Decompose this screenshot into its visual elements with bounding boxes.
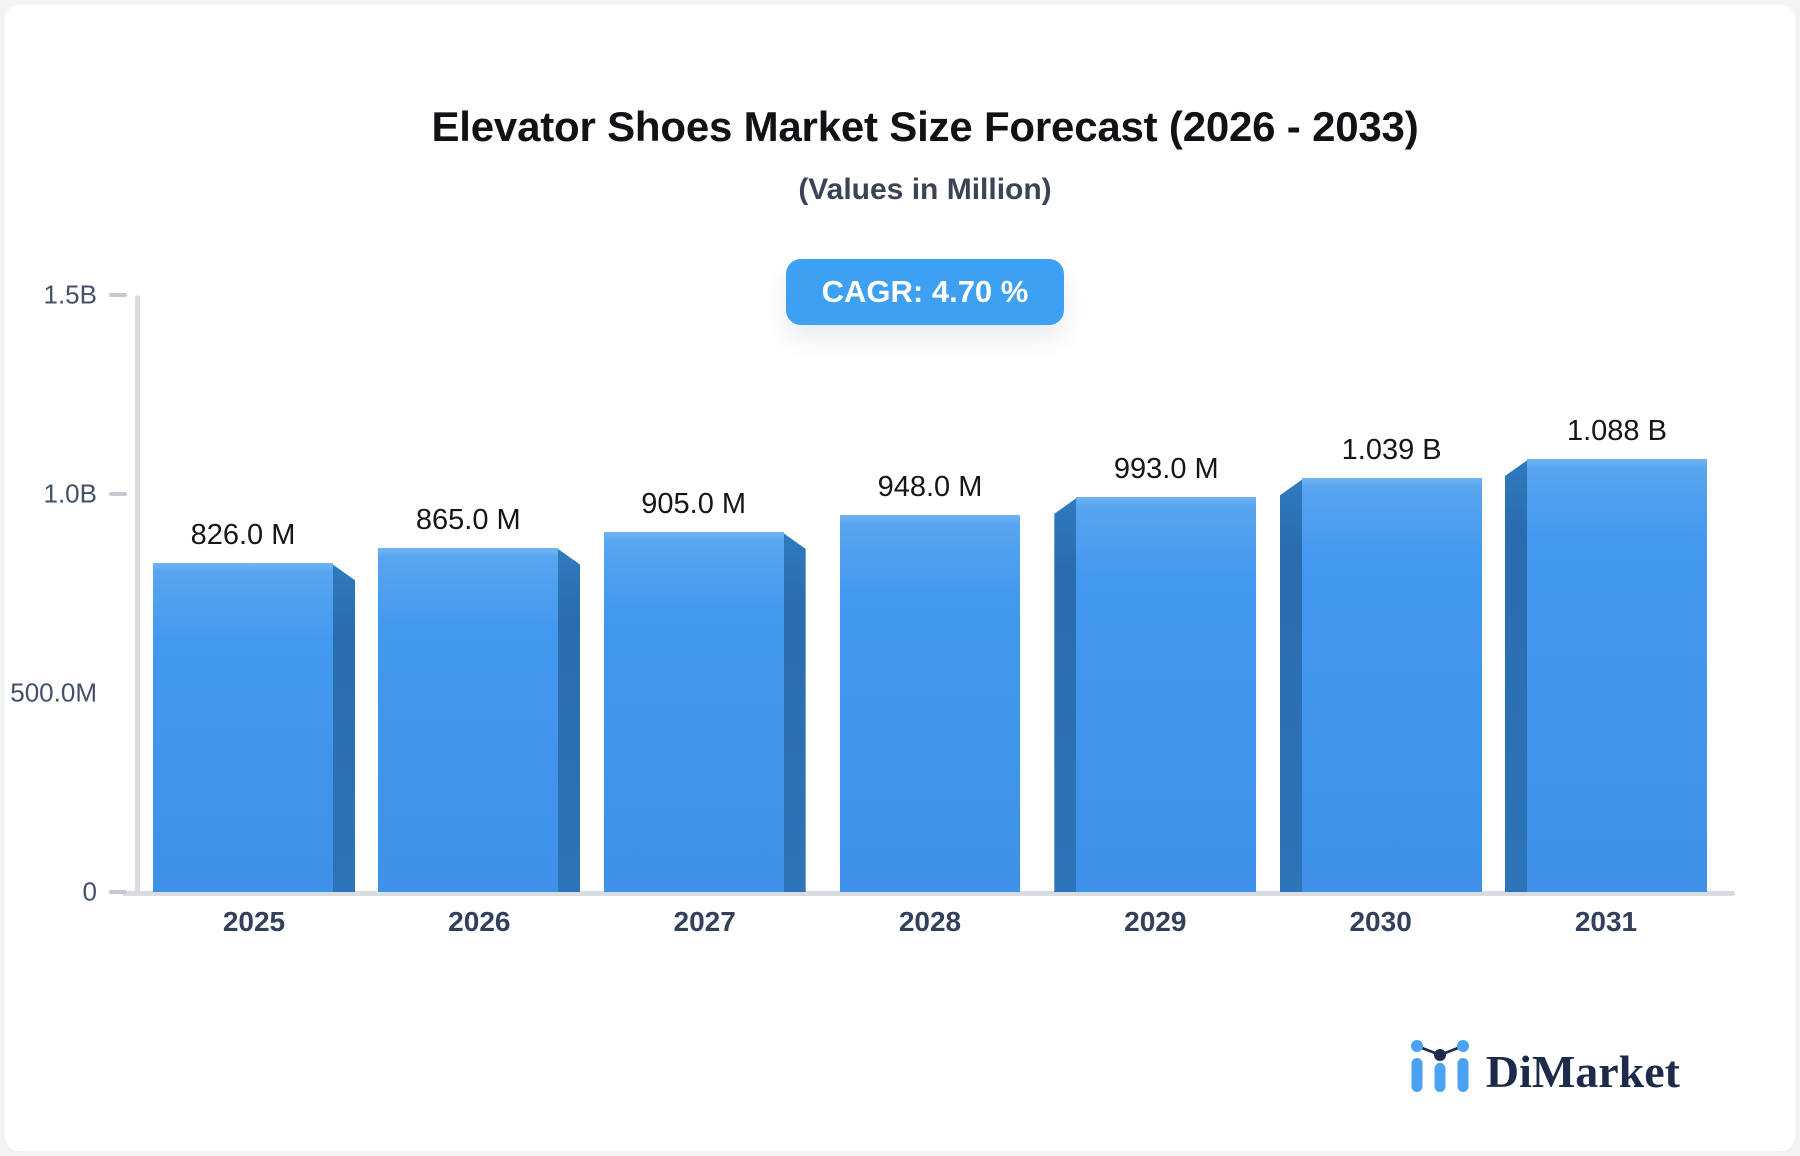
x-axis-category-label: 2026 <box>448 906 511 937</box>
bar-face <box>603 531 784 892</box>
bar-side-face <box>556 547 581 892</box>
bar-group-2028: 948.0 M 2028 <box>829 295 1031 937</box>
x-axis-line <box>122 891 1735 896</box>
bar-group-2027: 905.0 M 2027 <box>603 295 806 937</box>
bar-group-2025: 826.0 M 2025 <box>153 295 355 937</box>
dimarket-logo-icon <box>1410 1040 1469 1092</box>
bar-2029: 993.0 M <box>1054 453 1257 892</box>
bar-group-2031: 1.088 B 2031 <box>1504 295 1707 937</box>
cagr-badge: CAGR: 4.70 % <box>785 259 1065 325</box>
bar-face <box>839 514 1020 892</box>
chart-card: Elevator Shoes Market Size Forecast (202… <box>5 5 1795 1151</box>
bar-side-face <box>781 531 806 892</box>
chart-subtitle: (Values in Million) <box>798 173 1052 206</box>
bar-value-label: 905.0 M <box>641 487 747 520</box>
bar-face <box>1076 496 1257 892</box>
bar-2028: 948.0 M <box>829 471 1031 892</box>
bar-value-label: 993.0 M <box>1113 452 1219 485</box>
bar-2025: 826.0 M <box>153 519 355 892</box>
y-axis-line <box>135 295 140 894</box>
bar-value-label: 826.0 M <box>190 519 296 552</box>
bar-side-face <box>1279 478 1304 892</box>
bar-2026: 865.0 M <box>378 504 581 892</box>
bar-group-2029: 993.0 M 2029 <box>1054 295 1257 937</box>
bar-value-label: 948.0 M <box>877 470 983 503</box>
bar-2031: 1.088 B <box>1504 415 1707 892</box>
bar-group-2026: 865.0 M 2026 <box>378 295 581 937</box>
bar-face <box>1526 458 1707 892</box>
bar-2030: 1.039 B <box>1279 434 1482 892</box>
x-axis-category-label: 2030 <box>1349 906 1412 937</box>
y-axis-tick-label: 0 <box>82 876 97 907</box>
bar-face <box>1301 478 1482 892</box>
bar-2027: 905.0 M <box>603 488 806 892</box>
dimarket-logo-text: DiMarket <box>1485 1046 1680 1097</box>
x-axis-category-label: 2029 <box>1124 906 1187 937</box>
bar-group-2030: 1.039 B 2030 <box>1279 295 1482 937</box>
y-axis-tick-label: 500.0M <box>10 677 97 708</box>
chart-title: Elevator Shoes Market Size Forecast (202… <box>431 103 1419 150</box>
cagr-badge-row: CAGR: 4.70 % <box>65 259 1785 325</box>
bar-value-label: 865.0 M <box>415 503 521 536</box>
x-axis-category-label: 2025 <box>222 906 286 937</box>
y-axis-tick-label: 1.5B <box>43 279 98 310</box>
bar-side-face <box>331 563 355 892</box>
bar-value-label: 1.039 B <box>1341 434 1442 467</box>
x-axis-category-label: 2031 <box>1574 906 1638 937</box>
bar-face <box>153 563 333 892</box>
bar-side-face <box>1054 496 1079 892</box>
bars-row: 826.0 M 2025 865.0 M 2026 905.0 M 2027 948.0 M… <box>153 295 1707 937</box>
y-axis-tick-dash <box>109 293 127 297</box>
x-axis-category-label: 2027 <box>673 906 736 937</box>
dimarket-logo: DiMarket <box>1409 1037 1680 1095</box>
y-axis-tick-label: 1.0B <box>43 478 98 509</box>
x-axis-category-label: 2028 <box>898 906 962 937</box>
bar-face <box>378 547 559 892</box>
bar-side-face <box>1504 458 1529 892</box>
bar-value-label: 1.088 B <box>1566 414 1667 447</box>
y-axis-tick-dash <box>109 492 127 496</box>
y-axis-tick-dash <box>109 890 127 894</box>
plot-area: 826.0 M 2025 865.0 M 2026 905.0 M 2027 948.0 M… <box>10 280 1735 937</box>
